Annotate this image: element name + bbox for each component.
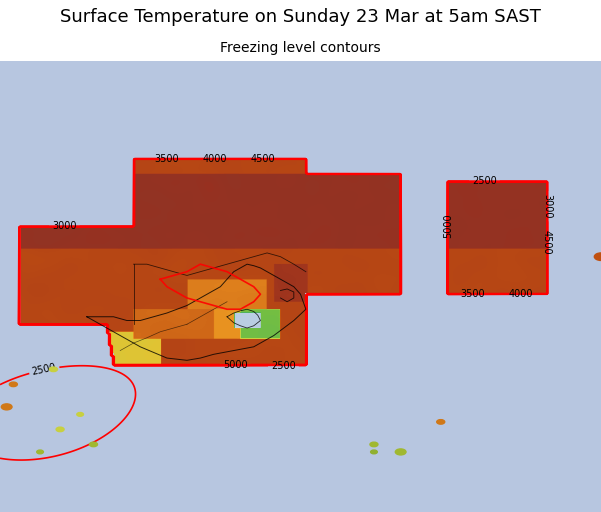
Circle shape: [395, 449, 406, 455]
Text: 4500: 4500: [542, 230, 552, 254]
Text: 3000: 3000: [52, 221, 76, 231]
Circle shape: [37, 450, 43, 454]
Circle shape: [370, 442, 378, 446]
Text: 3000: 3000: [543, 194, 552, 218]
Text: 4000: 4000: [203, 154, 227, 164]
Text: 4000: 4000: [508, 289, 533, 299]
Text: 2500: 2500: [271, 360, 296, 371]
Circle shape: [77, 413, 84, 416]
Text: Surface Temperature on Sunday 23 Mar at 5am SAST: Surface Temperature on Sunday 23 Mar at …: [60, 8, 541, 26]
Text: 5000: 5000: [223, 359, 248, 370]
Text: 3500: 3500: [460, 289, 484, 299]
Circle shape: [56, 427, 64, 432]
Text: 3500: 3500: [154, 154, 179, 164]
Text: 4500: 4500: [251, 154, 276, 164]
Circle shape: [371, 450, 377, 454]
Circle shape: [437, 420, 445, 424]
Circle shape: [49, 367, 58, 372]
Circle shape: [10, 382, 17, 387]
Text: 5000: 5000: [443, 214, 453, 238]
Circle shape: [594, 253, 601, 261]
Circle shape: [90, 442, 97, 446]
Circle shape: [1, 404, 12, 410]
Text: 2500: 2500: [472, 176, 497, 186]
Text: 2500: 2500: [31, 362, 57, 377]
Text: Freezing level contours: Freezing level contours: [220, 41, 381, 55]
